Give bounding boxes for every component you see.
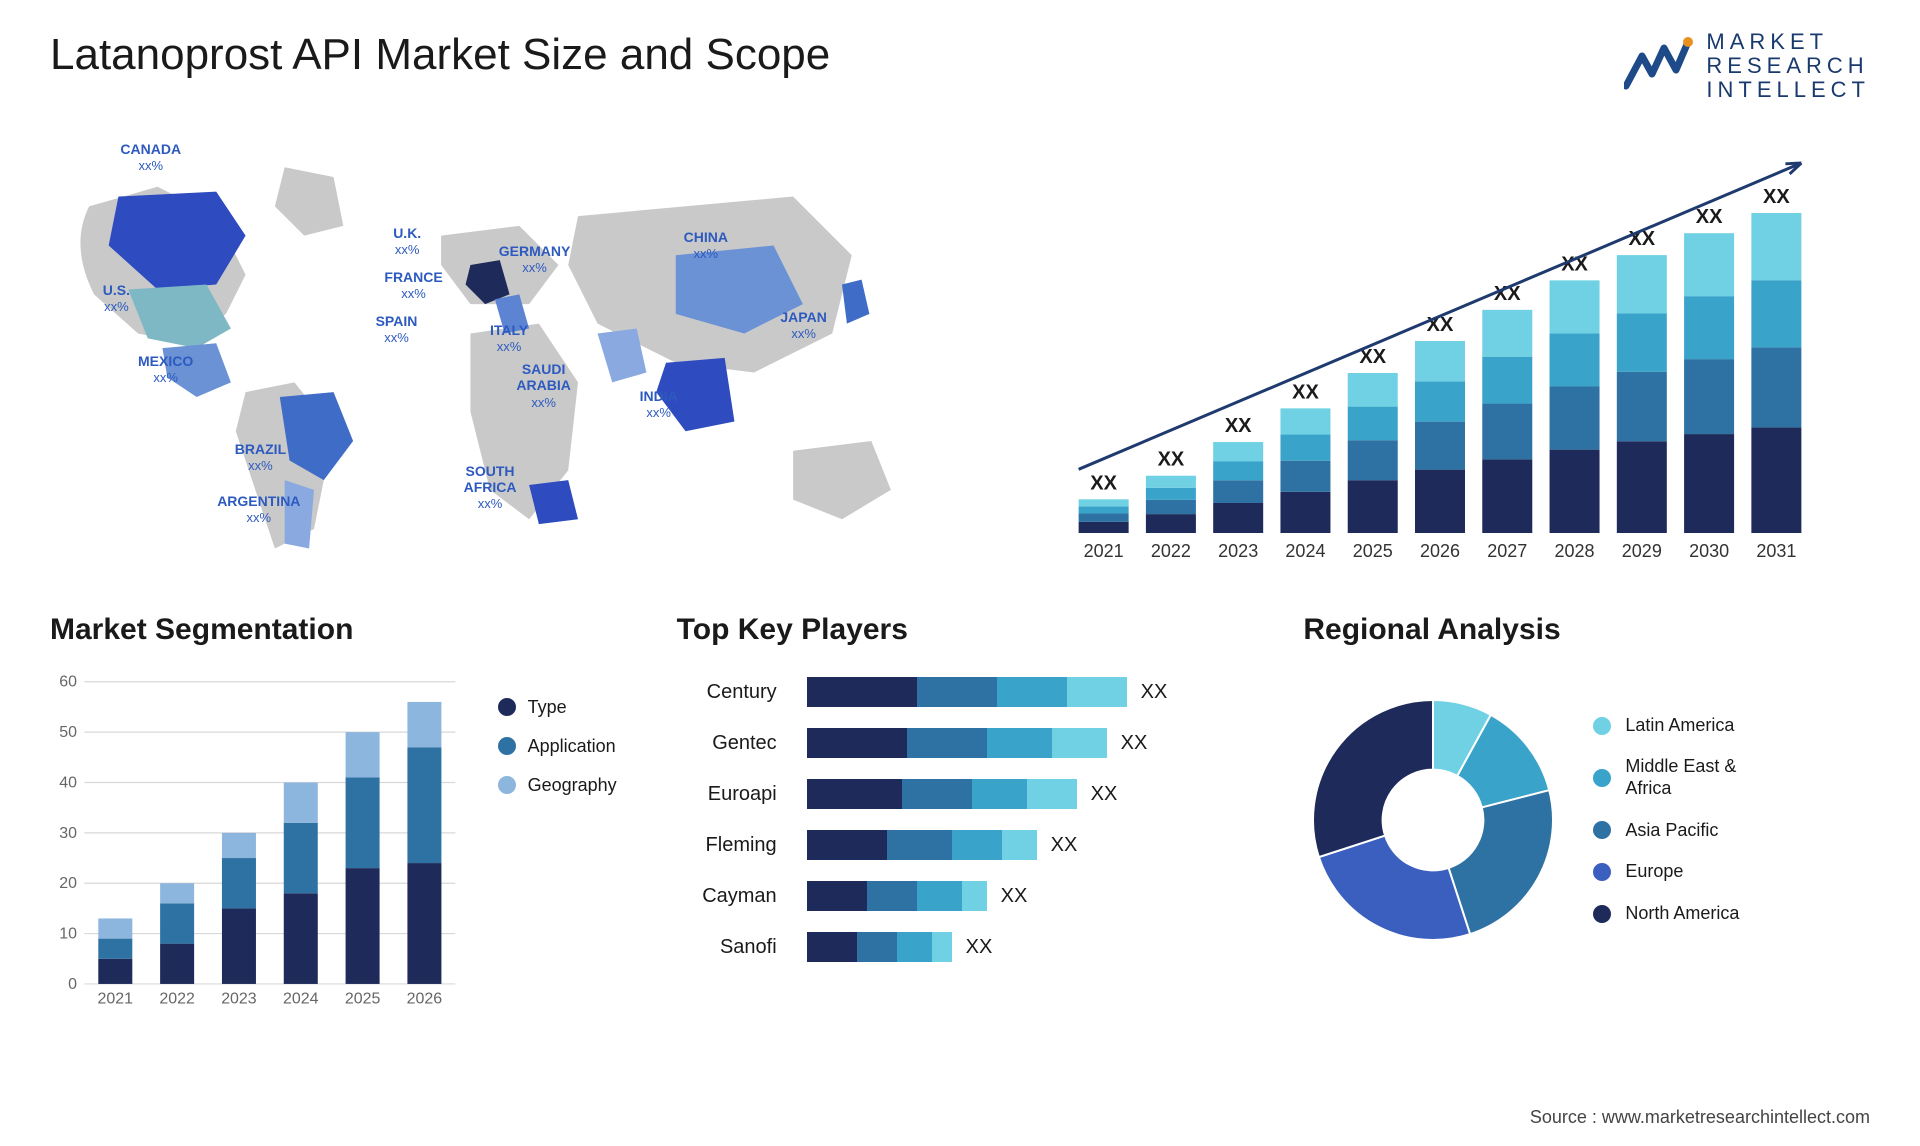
map-label-japan: JAPANxx% <box>780 309 826 342</box>
svg-text:2026: 2026 <box>1420 541 1460 561</box>
map-label-u-k-: U.K.xx% <box>393 225 421 258</box>
brand-logo: MARKETRESEARCHINTELLECT <box>1624 30 1870 103</box>
logo-icon <box>1624 36 1694 96</box>
seg-legend-type: Type <box>498 697 617 718</box>
svg-text:XX: XX <box>1696 206 1723 228</box>
player-name-fleming: Fleming <box>677 834 777 857</box>
players-panel: Top Key Players Century Gentec Euroapi Flem… <box>677 613 1244 973</box>
seg-legend-geography: Geography <box>498 775 617 796</box>
svg-text:2031: 2031 <box>1756 541 1796 561</box>
map-label-saudi-arabia: SAUDIARABIAxx% <box>516 361 570 410</box>
regional-legend-asia-pacific: Asia Pacific <box>1593 820 1739 842</box>
seg-legend-application: Application <box>498 736 617 757</box>
regional-panel: Regional Analysis Latin America Middle Ea… <box>1303 613 1870 973</box>
map-label-argentina: ARGENTINAxx% <box>217 493 300 526</box>
player-value: XX <box>966 936 993 959</box>
map-label-south-africa: SOUTHAFRICAxx% <box>464 463 517 512</box>
player-name-sanofi: Sanofi <box>677 936 777 959</box>
svg-text:0: 0 <box>68 975 77 992</box>
svg-text:XX: XX <box>1225 415 1252 437</box>
regional-legend: Latin America Middle East &Africa Asia Pac… <box>1593 715 1739 925</box>
regional-legend-latin-america: Latin America <box>1593 715 1739 737</box>
player-name-cayman: Cayman <box>677 885 777 908</box>
svg-text:2030: 2030 <box>1689 541 1729 561</box>
map-label-canada: CANADAxx% <box>120 141 181 174</box>
svg-text:2027: 2027 <box>1487 541 1527 561</box>
svg-text:2024: 2024 <box>1285 541 1325 561</box>
regional-legend-middle-east-africa: Middle East &Africa <box>1593 756 1739 799</box>
page-title: Latanoprost API Market Size and Scope <box>50 30 830 80</box>
segmentation-legend: Type Application Geography <box>498 667 617 1016</box>
svg-text:2025: 2025 <box>345 990 381 1007</box>
player-row-gentec: XX <box>807 727 1244 759</box>
regional-body: Latin America Middle East &Africa Asia Pac… <box>1303 667 1870 973</box>
svg-text:2028: 2028 <box>1555 541 1595 561</box>
growth-bar-chart: XX2021XX2022XX2023XX2024XX2025XX2026XX20… <box>990 133 1870 573</box>
svg-text:10: 10 <box>59 925 77 942</box>
top-row: CANADAxx% U.S.xx% MEXICOxx% BRAZILxx% ARGENT… <box>50 133 1870 573</box>
svg-text:2021: 2021 <box>1084 541 1124 561</box>
svg-text:2022: 2022 <box>159 990 195 1007</box>
svg-text:2024: 2024 <box>283 990 319 1007</box>
map-label-france: FRANCExx% <box>384 269 442 302</box>
segmentation-title: Market Segmentation <box>50 613 617 647</box>
svg-text:2021: 2021 <box>98 990 134 1007</box>
svg-text:20: 20 <box>59 875 77 892</box>
player-value: XX <box>1001 885 1028 908</box>
player-row-century: XX <box>807 676 1244 708</box>
svg-text:XX: XX <box>1090 472 1117 494</box>
player-value: XX <box>1051 834 1078 857</box>
map-label-u-s-: U.S.xx% <box>103 282 130 315</box>
logo-text: MARKETRESEARCHINTELLECT <box>1706 30 1870 103</box>
segmentation-body: 0 10 20 30 40 50 60 2021 2022 2023 2024 2025 2026 T… <box>50 667 617 1016</box>
map-label-china: CHINAxx% <box>684 229 728 262</box>
svg-text:40: 40 <box>59 774 77 791</box>
player-name-gentec: Gentec <box>677 732 777 755</box>
world-map: CANADAxx% U.S.xx% MEXICOxx% BRAZILxx% ARGENT… <box>50 133 930 573</box>
player-row-cayman: XX <box>807 880 1244 912</box>
player-value: XX <box>1091 783 1118 806</box>
map-label-mexico: MEXICOxx% <box>138 353 193 386</box>
svg-text:XX: XX <box>1292 381 1319 403</box>
svg-text:XX: XX <box>1763 186 1790 208</box>
player-value: XX <box>1141 681 1168 704</box>
player-bars: XX XX XX XX XX XX <box>807 667 1244 973</box>
svg-text:2029: 2029 <box>1622 541 1662 561</box>
player-row-fleming: XX <box>807 829 1244 861</box>
svg-text:30: 30 <box>59 824 77 841</box>
source-line: Source : www.marketresearchintellect.com <box>1530 1107 1870 1128</box>
regional-legend-north-america: North America <box>1593 903 1739 925</box>
map-label-italy: ITALYxx% <box>490 322 528 355</box>
segmentation-svg: 0 10 20 30 40 50 60 2021 2022 2023 2024 2025 2026 <box>50 667 468 1016</box>
player-name-century: Century <box>677 681 777 704</box>
map-label-brazil: BRAZILxx% <box>235 441 286 474</box>
svg-text:XX: XX <box>1158 448 1185 470</box>
player-value: XX <box>1121 732 1148 755</box>
player-name-euroapi: Euroapi <box>677 783 777 806</box>
regional-legend-europe: Europe <box>1593 861 1739 883</box>
svg-text:2022: 2022 <box>1151 541 1191 561</box>
map-label-germany: GERMANYxx% <box>499 243 571 276</box>
player-row-euroapi: XX <box>807 778 1244 810</box>
player-names: Century Gentec Euroapi Fleming Cayman Sanofi <box>677 667 787 973</box>
svg-text:2023: 2023 <box>221 990 257 1007</box>
segmentation-panel: Market Segmentation 0102030405060 202120… <box>50 613 617 973</box>
svg-text:50: 50 <box>59 724 77 741</box>
svg-text:2025: 2025 <box>1353 541 1393 561</box>
player-row-sanofi: XX <box>807 931 1244 963</box>
regional-title: Regional Analysis <box>1303 613 1870 647</box>
header: Latanoprost API Market Size and Scope MA… <box>50 30 1870 103</box>
svg-text:2023: 2023 <box>1218 541 1258 561</box>
segmentation-chart: 0 10 20 30 40 50 60 2021 2022 2023 2024 2025 2026 <box>50 667 468 1016</box>
svg-text:2026: 2026 <box>407 990 443 1007</box>
bottom-row: Market Segmentation 0102030405060 202120… <box>50 613 1870 973</box>
players-body: CenturyGentecEuroapiFlemingCaymanSanofi … <box>677 667 1244 973</box>
growth-svg: XX2021XX2022XX2023XX2024XX2025XX2026XX20… <box>990 133 1870 573</box>
svg-text:60: 60 <box>59 673 77 690</box>
map-label-india: INDIAxx% <box>640 388 678 421</box>
map-label-spain: SPAINxx% <box>376 313 418 346</box>
donut-chart <box>1303 690 1563 950</box>
players-title: Top Key Players <box>677 613 1244 647</box>
